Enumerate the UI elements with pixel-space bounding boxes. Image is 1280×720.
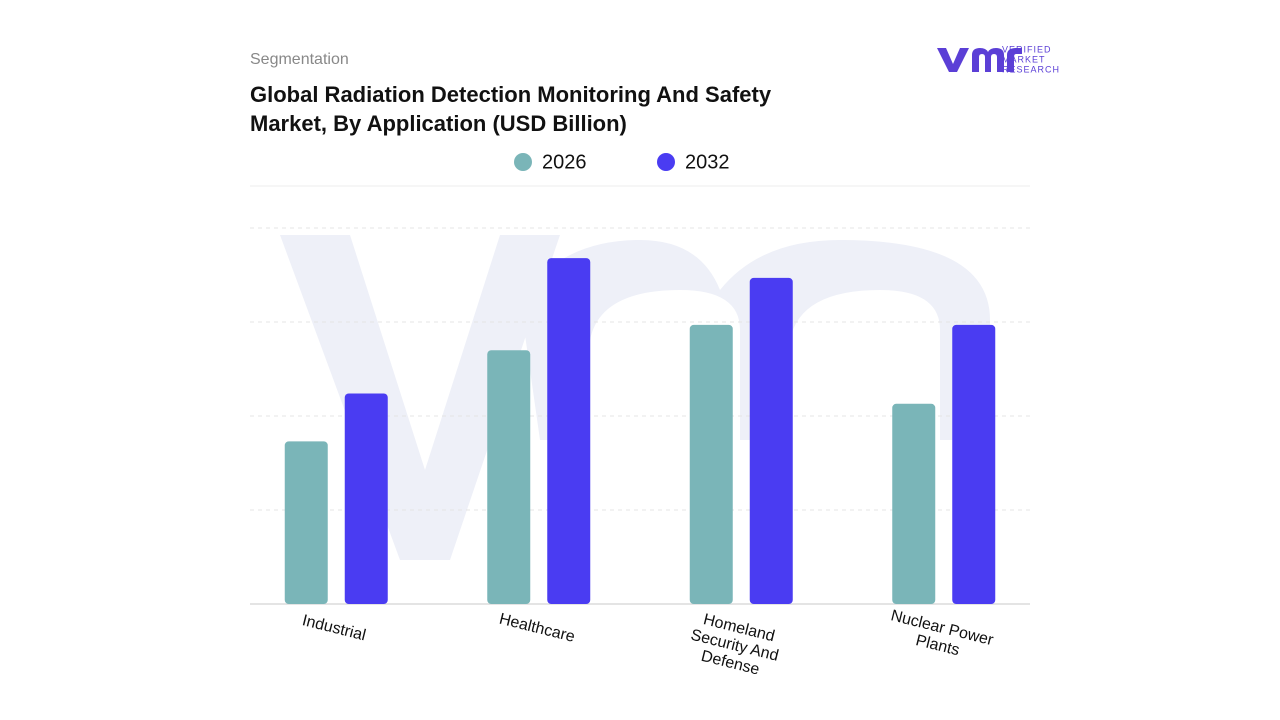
- legend-swatch: [657, 153, 675, 171]
- bar: [547, 258, 591, 604]
- bar: [487, 350, 531, 604]
- logo-text: RESEARCH: [1002, 64, 1060, 74]
- bar: [892, 403, 936, 604]
- watermark: [280, 235, 990, 560]
- logo-text: VERIFIED: [1002, 44, 1052, 54]
- bar: [344, 393, 388, 604]
- bar: [284, 441, 328, 604]
- logo-mark: [937, 48, 1022, 72]
- bar: [749, 277, 793, 604]
- logo-text: MARKET: [1002, 54, 1046, 64]
- header: Segmentation: [250, 51, 349, 68]
- legend-label: 2032: [685, 151, 730, 173]
- legend-swatch: [514, 153, 532, 171]
- title-box: Global Radiation Detection Monitoring An…: [250, 82, 772, 136]
- bar: [689, 324, 733, 604]
- legend-label: 2026: [542, 151, 587, 173]
- logo: VERIFIED MARKET RESEARCH: [937, 44, 1060, 74]
- chart-title: Global Radiation Detection Monitoring An…: [250, 82, 772, 136]
- bar: [952, 324, 996, 604]
